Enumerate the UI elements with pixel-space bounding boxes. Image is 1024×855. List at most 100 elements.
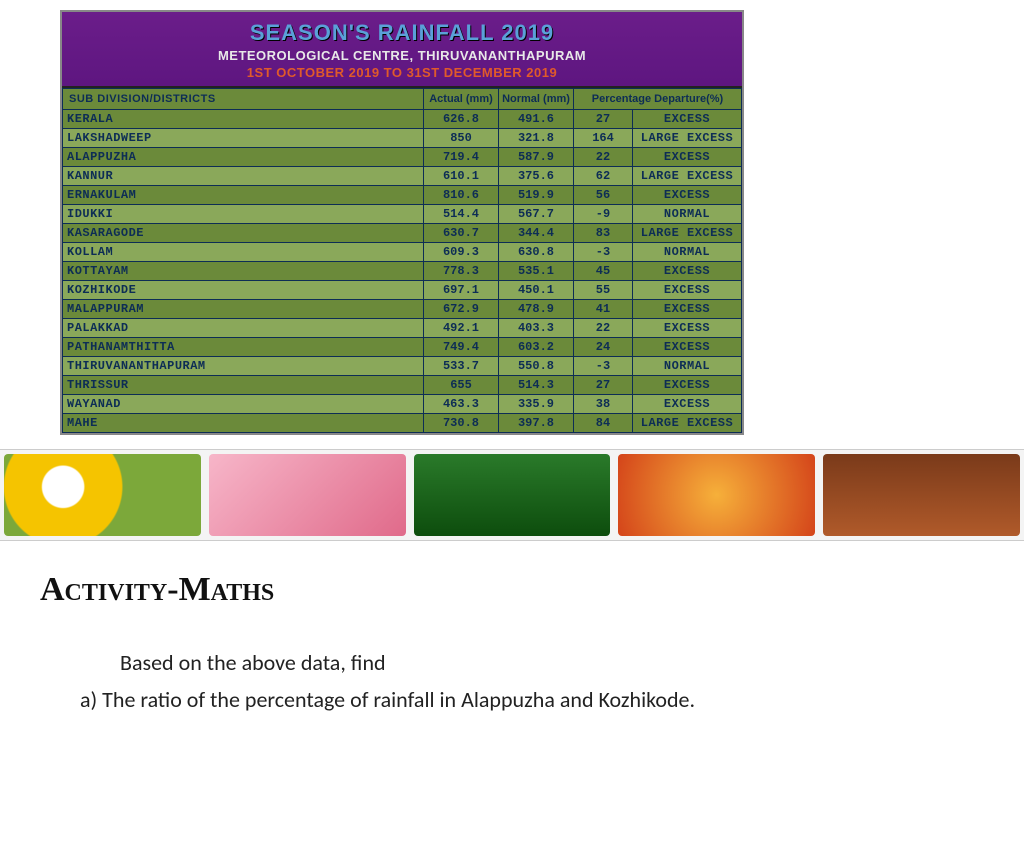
cell-normal: 603.2 [499, 338, 574, 357]
rainfall-subtitle: METEOROLOGICAL CENTRE, THIRUVANANTHAPURA… [66, 48, 738, 63]
cell-percent: 22 [574, 319, 633, 338]
cell-normal: 491.6 [499, 110, 574, 129]
activity-question-a: a) The ratio of the percentage of rainfa… [80, 686, 984, 713]
table-row: ALAPPUZHA719.4587.922EXCESS [63, 148, 742, 167]
cell-district: MALAPPURAM [63, 300, 424, 319]
cell-percent: -9 [574, 205, 633, 224]
activity-heading: Activity-Maths [40, 571, 984, 609]
cell-normal: 450.1 [499, 281, 574, 300]
cell-actual: 810.6 [424, 186, 499, 205]
table-row: THIRUVANANTHAPURAM533.7550.8-3NORMAL [63, 357, 742, 376]
table-row: MAHE730.8397.884LARGE EXCESS [63, 414, 742, 433]
col-departure: Percentage Departure(%) [574, 89, 742, 110]
cell-remark: LARGE EXCESS [633, 224, 742, 243]
cell-actual: 492.1 [424, 319, 499, 338]
cell-district: THRISSUR [63, 376, 424, 395]
cell-remark: LARGE EXCESS [633, 167, 742, 186]
table-row: KOZHIKODE697.1450.155EXCESS [63, 281, 742, 300]
rainfall-daterange: 1ST OCTOBER 2019 TO 31ST DECEMBER 2019 [66, 65, 738, 80]
cell-district: KOLLAM [63, 243, 424, 262]
cell-actual: 533.7 [424, 357, 499, 376]
cell-percent: 83 [574, 224, 633, 243]
cell-district: ALAPPUZHA [63, 148, 424, 167]
cell-district: ERNAKULAM [63, 186, 424, 205]
cell-district: WAYANAD [63, 395, 424, 414]
table-row: KOLLAM609.3630.8-3NORMAL [63, 243, 742, 262]
cell-normal: 375.6 [499, 167, 574, 186]
flower-image [4, 454, 201, 536]
cell-actual: 719.4 [424, 148, 499, 167]
cell-normal: 335.9 [499, 395, 574, 414]
table-row: LAKSHADWEEP850321.8164LARGE EXCESS [63, 129, 742, 148]
cell-percent: 56 [574, 186, 633, 205]
cell-district: LAKSHADWEEP [63, 129, 424, 148]
cell-normal: 514.3 [499, 376, 574, 395]
cell-district: KOZHIKODE [63, 281, 424, 300]
cell-district: PATHANAMTHITTA [63, 338, 424, 357]
cell-actual: 655 [424, 376, 499, 395]
cell-percent: 62 [574, 167, 633, 186]
table-row: WAYANAD463.3335.938EXCESS [63, 395, 742, 414]
cell-normal: 403.3 [499, 319, 574, 338]
table-row: THRISSUR655514.327EXCESS [63, 376, 742, 395]
table-header-row: SUB DIVISION/DISTRICTS Actual (mm) Norma… [63, 89, 742, 110]
cell-district: KANNUR [63, 167, 424, 186]
table-row: PATHANAMTHITTA749.4603.224EXCESS [63, 338, 742, 357]
rainfall-table: SUB DIVISION/DISTRICTS Actual (mm) Norma… [62, 88, 742, 433]
cell-percent: 22 [574, 148, 633, 167]
cell-remark: EXCESS [633, 300, 742, 319]
cell-normal: 587.9 [499, 148, 574, 167]
rainfall-card: SEASON'S RAINFALL 2019 METEOROLOGICAL CE… [60, 10, 744, 435]
cell-remark: EXCESS [633, 148, 742, 167]
cell-normal: 478.9 [499, 300, 574, 319]
cell-actual: 609.3 [424, 243, 499, 262]
col-actual: Actual (mm) [424, 89, 499, 110]
cell-normal: 567.7 [499, 205, 574, 224]
cell-remark: NORMAL [633, 243, 742, 262]
cell-district: PALAKKAD [63, 319, 424, 338]
cell-actual: 672.9 [424, 300, 499, 319]
cell-normal: 397.8 [499, 414, 574, 433]
cell-district: IDUKKI [63, 205, 424, 224]
cell-remark: LARGE EXCESS [633, 414, 742, 433]
cell-actual: 463.3 [424, 395, 499, 414]
cell-normal: 344.4 [499, 224, 574, 243]
cell-remark: EXCESS [633, 281, 742, 300]
cell-district: MAHE [63, 414, 424, 433]
flower-image [823, 454, 1020, 536]
cell-actual: 778.3 [424, 262, 499, 281]
cell-percent: 55 [574, 281, 633, 300]
flower-image [618, 454, 815, 536]
cell-remark: EXCESS [633, 395, 742, 414]
rainfall-header: SEASON'S RAINFALL 2019 METEOROLOGICAL CE… [62, 12, 742, 88]
table-row: KASARAGODE630.7344.483LARGE EXCESS [63, 224, 742, 243]
rainfall-title: SEASON'S RAINFALL 2019 [66, 20, 738, 46]
cell-percent: 164 [574, 129, 633, 148]
cell-normal: 321.8 [499, 129, 574, 148]
cell-normal: 519.9 [499, 186, 574, 205]
cell-remark: NORMAL [633, 205, 742, 224]
cell-remark: EXCESS [633, 186, 742, 205]
cell-normal: 550.8 [499, 357, 574, 376]
cell-percent: -3 [574, 357, 633, 376]
activity-prompt: Based on the above data, find [120, 649, 984, 676]
table-row: IDUKKI514.4567.7-9NORMAL [63, 205, 742, 224]
cell-remark: EXCESS [633, 376, 742, 395]
table-row: KERALA626.8491.627EXCESS [63, 110, 742, 129]
table-row: PALAKKAD492.1403.322EXCESS [63, 319, 742, 338]
cell-actual: 610.1 [424, 167, 499, 186]
cell-percent: 45 [574, 262, 633, 281]
cell-percent: 27 [574, 376, 633, 395]
cell-district: KERALA [63, 110, 424, 129]
cell-remark: LARGE EXCESS [633, 129, 742, 148]
cell-remark: EXCESS [633, 338, 742, 357]
cell-actual: 697.1 [424, 281, 499, 300]
cell-remark: EXCESS [633, 262, 742, 281]
decorative-flower-strip [0, 449, 1024, 541]
cell-actual: 749.4 [424, 338, 499, 357]
cell-percent: 24 [574, 338, 633, 357]
cell-normal: 535.1 [499, 262, 574, 281]
cell-remark: EXCESS [633, 110, 742, 129]
cell-actual: 514.4 [424, 205, 499, 224]
table-row: ERNAKULAM810.6519.956EXCESS [63, 186, 742, 205]
